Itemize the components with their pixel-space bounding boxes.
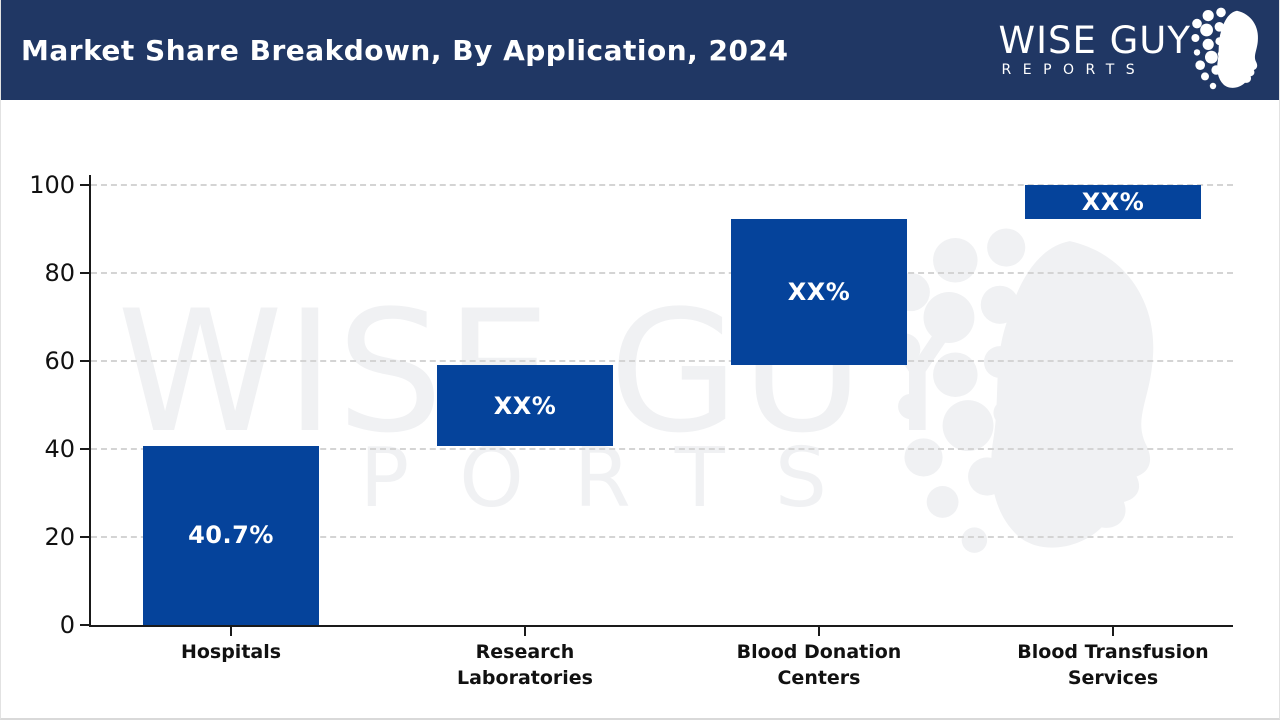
y-tick-label-20: 20: [44, 523, 75, 551]
bar-0: 40.7%: [143, 445, 319, 625]
y-tick-mark-0: [80, 624, 89, 626]
logo-subtitle: REPORTS: [1001, 62, 1147, 78]
x-tick-mark-0: [230, 627, 232, 636]
bar-value-label-1: XX%: [493, 391, 557, 420]
x-axis-line: [89, 625, 1233, 627]
y-tick-label-40: 40: [44, 435, 75, 463]
x-category-label-1: Research Laboratories: [457, 641, 593, 689]
y-tick-mark-100: [80, 184, 89, 186]
y-tick-mark-60: [80, 360, 89, 362]
bar-2: XX%: [731, 218, 907, 366]
y-tick-label-60: 60: [44, 347, 75, 375]
y-tick-label-80: 80: [44, 259, 75, 287]
x-tick-mark-2: [818, 627, 820, 636]
y-tick-mark-20: [80, 536, 89, 538]
x-category-label-3: Blood Transfusion Services: [1017, 641, 1209, 689]
bar-value-label-2: XX%: [787, 278, 851, 307]
y-axis-line: [89, 175, 91, 627]
watermark-face-icon: [888, 228, 1154, 553]
x-tick-mark-3: [1112, 627, 1114, 636]
x-category-label-0: Hospitals: [180, 641, 282, 663]
x-category-label-2: Blood Donation Centers: [736, 641, 902, 689]
x-tick-mark-1: [524, 627, 526, 636]
gridline-20: [91, 536, 1233, 538]
wiseguy-logo-text: WISE GUY REPORTS: [999, 22, 1191, 78]
bar-3: XX%: [1025, 185, 1201, 219]
y-tick-label-0: 0: [59, 611, 75, 639]
wiseguy-logo: WISE GUY REPORTS: [999, 4, 1271, 96]
page-title: Market Share Breakdown, By Application, …: [21, 33, 789, 67]
bar-value-label-0: 40.7%: [188, 521, 274, 550]
y-tick-label-100: 100: [29, 171, 75, 199]
gridline-100: [91, 184, 1233, 186]
bar-value-label-3: XX%: [1081, 187, 1145, 216]
gridline-40: [91, 448, 1233, 450]
gridline-60: [91, 360, 1233, 362]
gridline-80: [91, 272, 1233, 274]
logo-wordmark: WISE GUY: [998, 19, 1191, 62]
y-tick-mark-40: [80, 448, 89, 450]
y-tick-mark-80: [80, 272, 89, 274]
header-band: Market Share Breakdown, By Application, …: [1, 0, 1279, 100]
bar-1: XX%: [437, 365, 613, 446]
